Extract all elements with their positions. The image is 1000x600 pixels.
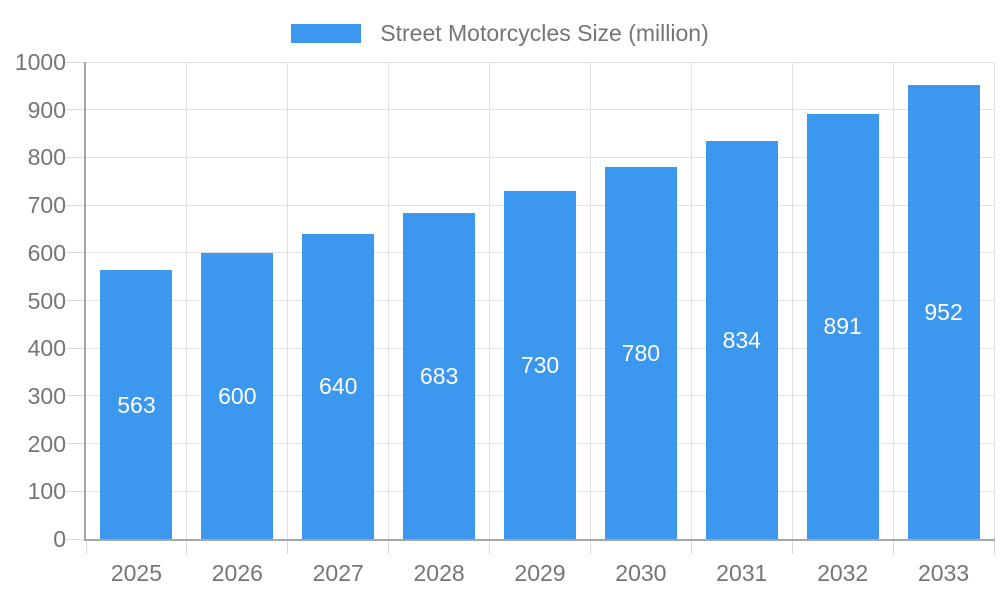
bar[interactable]	[403, 213, 476, 539]
bar[interactable]	[604, 166, 677, 539]
gridline-horizontal	[86, 156, 994, 158]
y-axis-tick	[66, 538, 85, 540]
x-axis-tick	[85, 539, 87, 554]
gridline-vertical	[791, 62, 793, 539]
y-axis-tick	[66, 109, 85, 111]
y-axis-label: 600	[27, 239, 66, 266]
y-axis-tick	[66, 252, 85, 254]
gridline-vertical	[186, 62, 188, 539]
x-axis-label: 2033	[917, 560, 970, 586]
plot-area: 563 600 640 683 730 780 834 891 952	[66, 61, 995, 554]
y-axis-label: 400	[27, 335, 66, 362]
y-axis-label: 200	[27, 430, 66, 457]
y-axis-label: 300	[27, 382, 66, 409]
legend-label: Street Motorcycles Size (million)	[380, 20, 709, 46]
y-axis-tick	[66, 300, 85, 301]
gridline-vertical	[489, 62, 491, 539]
x-axis-label: 2027	[312, 560, 364, 586]
bar[interactable]	[705, 141, 778, 539]
gridline-vertical	[892, 62, 894, 539]
bar-value-label: 600	[218, 382, 257, 409]
bar[interactable]	[201, 252, 274, 539]
gridline-vertical	[388, 62, 390, 539]
gridline-horizontal	[86, 109, 994, 111]
x-axis-tick	[589, 539, 591, 554]
legend-swatch	[291, 24, 362, 43]
y-axis-tick	[66, 204, 85, 206]
bar-value-label: 683	[419, 363, 459, 390]
y-axis-label: 900	[27, 96, 66, 123]
y-axis-label: 1000	[14, 49, 66, 75]
x-axis-tick	[388, 539, 390, 554]
y-axis-line	[84, 62, 86, 539]
y-axis-tick	[66, 347, 85, 349]
y-axis-label: 0	[53, 526, 66, 552]
bar-value-label: 780	[621, 339, 661, 366]
x-axis-tick	[791, 539, 793, 554]
x-axis-label: 2028	[413, 560, 465, 586]
y-axis-tick	[66, 61, 85, 63]
legend[interactable]: Street Motorcycles Size (million)	[0, 20, 1000, 47]
x-axis-tick	[186, 539, 188, 554]
bar[interactable]	[504, 190, 576, 539]
x-axis-label: 2031	[716, 560, 768, 586]
bar[interactable]	[806, 114, 879, 539]
bar[interactable]	[100, 270, 173, 539]
y-axis-label: 500	[27, 287, 66, 314]
gridline-vertical	[690, 62, 692, 539]
x-axis-tick	[287, 539, 289, 554]
y-axis-label: 700	[27, 192, 66, 219]
x-axis-label: 2025	[110, 560, 163, 586]
x-axis-line	[84, 539, 995, 541]
x-axis-label: 2026	[211, 560, 263, 586]
bar-value-label: 730	[520, 351, 560, 378]
bar[interactable]	[907, 84, 980, 539]
y-axis-tick	[66, 156, 85, 158]
bar-value-label: 563	[117, 391, 156, 418]
bar-value-label: 952	[924, 298, 963, 325]
y-axis-tick	[66, 443, 85, 445]
x-axis-label: 2029	[514, 560, 566, 586]
gridline-horizontal	[86, 61, 994, 63]
x-axis-label: 2032	[817, 560, 869, 586]
gridline-vertical	[993, 62, 995, 539]
bar[interactable]	[302, 233, 375, 539]
bar-value-label: 891	[823, 313, 862, 340]
x-axis-label: 2030	[615, 560, 667, 586]
gridline-vertical	[589, 62, 591, 539]
x-axis-tick	[892, 539, 894, 554]
x-axis-tick	[690, 539, 692, 554]
y-axis-label: 100	[27, 478, 66, 505]
bar-value-label: 834	[722, 327, 761, 354]
y-axis-tick	[66, 395, 85, 397]
y-axis-tick	[66, 490, 85, 492]
y-axis-label: 800	[27, 144, 66, 171]
x-axis-tick	[489, 539, 491, 554]
bar-value-label: 640	[319, 373, 358, 400]
x-axis-tick	[993, 539, 995, 554]
gridline-vertical	[287, 62, 289, 539]
